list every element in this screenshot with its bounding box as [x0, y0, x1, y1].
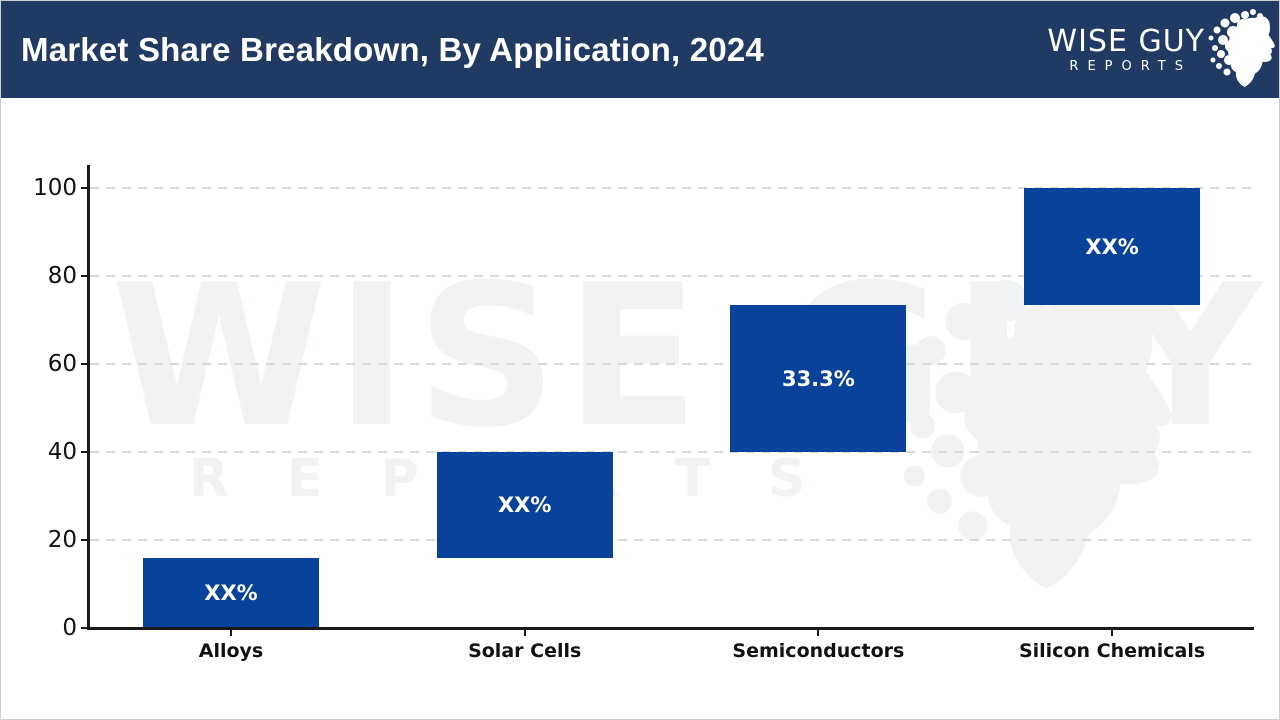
bar-value-label: XX%: [1085, 234, 1139, 259]
logo-wordmark: WISE GUY: [1047, 23, 1205, 59]
bar-value-label: XX%: [497, 492, 552, 517]
chart-title: Market Share Breakdown, By Application, …: [21, 30, 764, 68]
wiseguy-logo: WISE GUY REPORTS: [1047, 7, 1275, 91]
y-tickmark-40: [81, 451, 88, 453]
bar-silicon-chemicals: XX%: [1024, 188, 1201, 306]
logo-tagline: REPORTS: [1069, 58, 1193, 74]
y-tick-label: 0: [62, 615, 77, 641]
y-tickmark-60: [81, 363, 88, 365]
x-category-label: Silicon Chemicals: [1018, 640, 1206, 662]
x-category-label: Alloys: [198, 640, 264, 662]
x-tickmark-2: [817, 629, 820, 636]
bar-semiconductors: 33.3%: [730, 305, 907, 452]
gridline-40: [90, 451, 1254, 453]
y-tick-label: 40: [47, 439, 77, 465]
x-axis-spine: [87, 627, 1254, 630]
y-tickmark-80: [81, 275, 88, 277]
gridline-80: [90, 275, 1254, 277]
logo-dot-head-icon: [1208, 9, 1275, 87]
y-tick-label: 20: [47, 527, 77, 553]
y-tickmark-20: [81, 539, 88, 541]
x-category-label: Solar Cells: [468, 640, 582, 662]
gridline-20: [90, 539, 1254, 541]
bar-solar-cells: XX%: [436, 452, 613, 558]
x-tickmark-1: [523, 629, 526, 636]
x-tickmark-3: [1111, 629, 1114, 636]
x-category-label: Semiconductors: [732, 640, 905, 662]
y-tick-label: 60: [47, 351, 77, 377]
header: Market Share Breakdown, By Application, …: [1, 1, 1279, 98]
y-tick-label: 80: [47, 263, 77, 289]
bar-alloys: XX%: [143, 557, 319, 628]
bar-value-label: XX%: [204, 580, 258, 605]
bar-value-label: 33.3%: [781, 366, 855, 391]
y-tickmark-0: [81, 627, 88, 629]
y-tickmark-100: [81, 187, 88, 189]
gridline-100: [90, 187, 1254, 189]
gridline-60: [90, 363, 1254, 365]
x-tickmark-0: [230, 629, 232, 636]
y-tick-label: 100: [33, 175, 77, 201]
watermark-dot-head-icon: [895, 263, 1173, 589]
y-axis-spine: [87, 165, 90, 630]
